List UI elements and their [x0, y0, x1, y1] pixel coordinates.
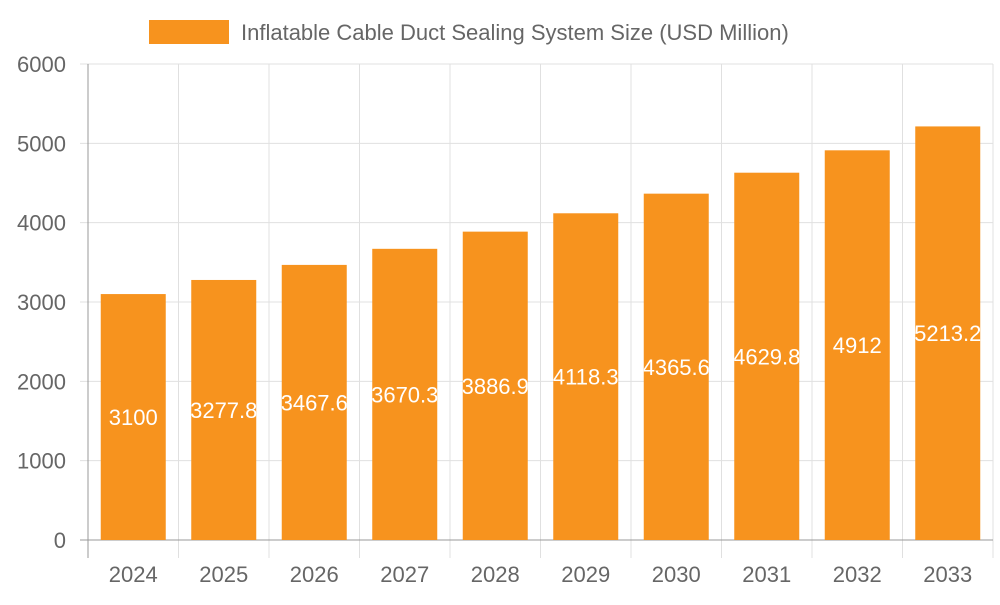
data-label: 3277.8 — [190, 398, 257, 423]
bar — [281, 264, 347, 540]
y-tick-label: 6000 — [17, 52, 66, 77]
legend-swatch — [149, 20, 229, 44]
data-label: 3467.6 — [281, 390, 348, 415]
bar — [643, 193, 709, 540]
bar — [100, 294, 166, 540]
bar — [915, 126, 981, 540]
x-tick-label: 2030 — [652, 562, 701, 587]
data-label: 4365.6 — [643, 355, 710, 380]
x-tick-label: 2025 — [199, 562, 248, 587]
data-label: 4118.3 — [553, 365, 619, 390]
y-tick-label: 3000 — [17, 290, 66, 315]
legend-label: Inflatable Cable Duct Sealing System Siz… — [241, 20, 789, 45]
data-label: 4912 — [833, 333, 882, 358]
data-label: 3670.3 — [371, 382, 438, 407]
bar — [191, 279, 257, 540]
data-label: 3886.9 — [462, 374, 529, 399]
x-tick-label: 2028 — [471, 562, 520, 587]
x-tick-label: 2031 — [742, 562, 791, 587]
bar — [462, 231, 528, 540]
data-label: 4629.8 — [733, 344, 800, 369]
bar — [553, 213, 619, 540]
x-tick-label: 2029 — [561, 562, 610, 587]
bar — [734, 172, 800, 541]
legend[interactable]: Inflatable Cable Duct Sealing System Siz… — [149, 20, 789, 45]
data-label: 3100 — [109, 405, 158, 430]
y-tick-label: 0 — [54, 528, 66, 553]
y-tick-label: 2000 — [17, 369, 66, 394]
x-tick-label: 2033 — [923, 562, 972, 587]
y-tick-label: 1000 — [17, 449, 66, 474]
bar — [372, 248, 438, 540]
x-tick-label: 2024 — [109, 562, 158, 587]
x-tick-label: 2032 — [833, 562, 882, 587]
x-tick-label: 2026 — [290, 562, 339, 587]
y-tick-label: 5000 — [17, 131, 66, 156]
data-label: 5213.2 — [914, 321, 981, 346]
bar — [824, 150, 890, 540]
x-tick-label: 2027 — [380, 562, 429, 587]
y-tick-label: 4000 — [17, 211, 66, 236]
